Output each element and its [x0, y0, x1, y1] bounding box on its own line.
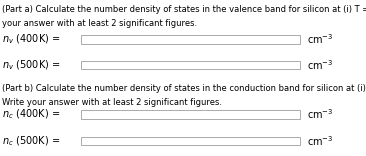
- FancyBboxPatch shape: [81, 110, 300, 119]
- Text: (Part a) Calculate the number density of states in the valence band for silicon : (Part a) Calculate the number density of…: [2, 5, 366, 14]
- Text: cm$^{-3}$: cm$^{-3}$: [307, 58, 334, 72]
- Text: (Part b) Calculate the number density of states in the conduction band for silic: (Part b) Calculate the number density of…: [2, 84, 366, 93]
- Text: cm$^{-3}$: cm$^{-3}$: [307, 32, 334, 46]
- Text: your answer with at least 2 significant figures.: your answer with at least 2 significant …: [2, 19, 197, 28]
- Text: $n_v$ (500K) =: $n_v$ (500K) =: [2, 58, 60, 72]
- FancyBboxPatch shape: [81, 35, 300, 44]
- Text: $n_c$ (500K) =: $n_c$ (500K) =: [2, 134, 60, 148]
- FancyBboxPatch shape: [81, 61, 300, 69]
- Text: $n_c$ (400K) =: $n_c$ (400K) =: [2, 107, 60, 121]
- Text: Write your answer with at least 2 significant figures.: Write your answer with at least 2 signif…: [2, 98, 222, 107]
- Text: cm$^{-3}$: cm$^{-3}$: [307, 107, 334, 121]
- Text: $n_v$ (400K) =: $n_v$ (400K) =: [2, 33, 60, 46]
- Text: cm$^{-3}$: cm$^{-3}$: [307, 134, 334, 148]
- FancyBboxPatch shape: [81, 136, 300, 145]
